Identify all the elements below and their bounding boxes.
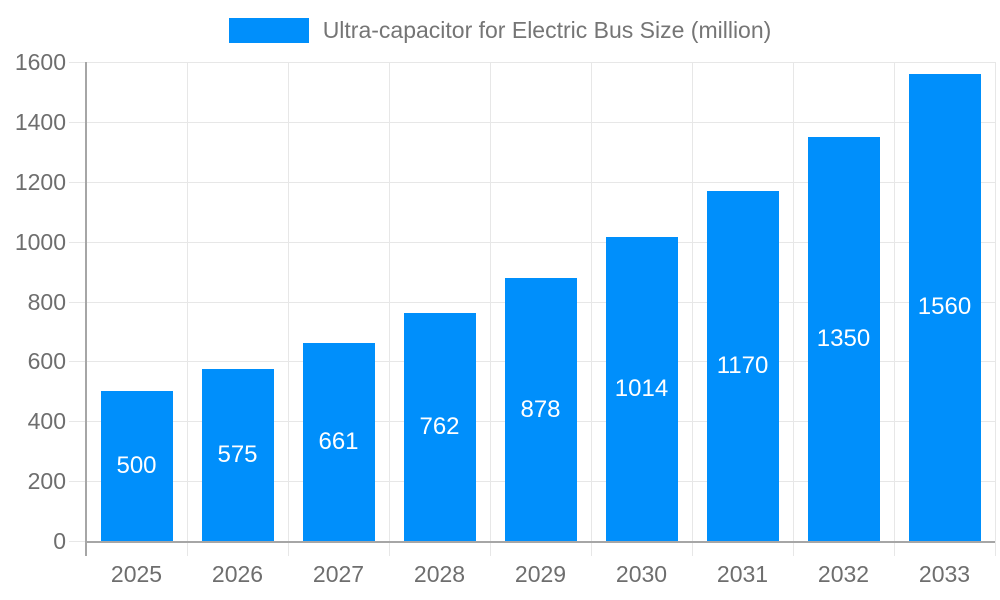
x-gridline [692, 62, 693, 541]
bar[interactable]: 1350 [807, 136, 880, 541]
x-axis-tick-label: 2032 [817, 561, 870, 587]
y-axis-tick-label: 0 [53, 528, 66, 554]
x-axis-tick [894, 541, 895, 556]
y-axis-tick-label: 1400 [14, 108, 66, 135]
x-gridline [995, 62, 996, 541]
x-gridline [490, 62, 491, 541]
bar-value-label: 500 [116, 452, 157, 480]
x-axis-tick [490, 541, 491, 556]
y-gridline [86, 181, 995, 183]
x-axis-tick [591, 541, 592, 556]
bar-value-label: 1170 [716, 351, 769, 379]
y-gridline [86, 121, 995, 123]
x-axis-tick [389, 541, 390, 556]
bar[interactable]: 575 [201, 368, 274, 541]
bar[interactable]: 1560 [908, 73, 981, 541]
y-axis-tick [69, 541, 86, 542]
y-axis-tick [69, 421, 86, 423]
y-axis-tick [69, 62, 86, 63]
x-gridline [389, 62, 390, 541]
bar-value-label: 878 [520, 395, 561, 423]
bar[interactable]: 762 [403, 312, 476, 541]
bar[interactable]: 1014 [605, 237, 678, 541]
y-axis-tick-label: 800 [27, 288, 66, 315]
bar-value-label: 1014 [614, 375, 669, 403]
x-axis-tick-label: 2026 [211, 561, 264, 587]
x-axis-tick-label: 2030 [615, 561, 668, 587]
bar-value-label: 1350 [816, 324, 871, 352]
y-axis-tick-label: 600 [27, 348, 66, 375]
y-axis-tick-label: 1000 [14, 228, 66, 255]
x-gridline [793, 62, 794, 541]
bar[interactable]: 661 [302, 343, 375, 541]
x-axis-tick-label: 2027 [312, 561, 365, 587]
y-axis-tick [69, 361, 86, 363]
x-gridline [187, 62, 188, 541]
x-gridline [591, 62, 592, 541]
y-axis-line [85, 62, 87, 556]
y-axis-tick-label: 1200 [14, 168, 66, 195]
y-axis-tick [69, 481, 86, 483]
x-axis-tick [288, 541, 289, 556]
y-axis-tick [69, 241, 86, 243]
x-axis-tick-label: 2033 [918, 561, 971, 587]
x-axis-tick [793, 541, 794, 556]
x-gridline [894, 62, 895, 541]
x-axis-line [86, 541, 995, 543]
y-axis-tick-label: 400 [27, 408, 66, 435]
legend[interactable]: Ultra-capacitor for Electric Bus Size (m… [0, 17, 1000, 44]
bar[interactable]: 878 [504, 278, 577, 541]
y-gridline [86, 241, 995, 243]
x-gridline [288, 62, 289, 541]
y-gridline [86, 62, 995, 63]
y-axis-tick-label: 200 [27, 468, 66, 495]
bar[interactable]: 1170 [706, 190, 779, 541]
legend-swatch-icon [228, 18, 309, 43]
y-axis-tick [69, 301, 86, 303]
bar-value-label: 1560 [917, 293, 972, 321]
x-axis-tick-label: 2025 [110, 561, 163, 587]
x-axis-tick [995, 541, 996, 556]
y-axis-tick [69, 181, 86, 183]
legend-series-label: Ultra-capacitor for Electric Bus Size (m… [322, 17, 772, 43]
x-axis-tick [692, 541, 693, 556]
y-axis-tick [69, 121, 86, 123]
x-axis-tick-label: 2028 [413, 561, 466, 587]
x-axis-tick-label: 2031 [716, 561, 769, 587]
bar-value-label: 575 [217, 440, 258, 468]
bar-value-label: 762 [419, 412, 460, 440]
x-axis-tick [187, 541, 188, 556]
bar-value-label: 661 [318, 428, 359, 456]
bar[interactable]: 500 [100, 391, 173, 541]
y-axis-tick-label: 1600 [14, 49, 66, 75]
x-axis-tick-label: 2029 [514, 561, 567, 587]
